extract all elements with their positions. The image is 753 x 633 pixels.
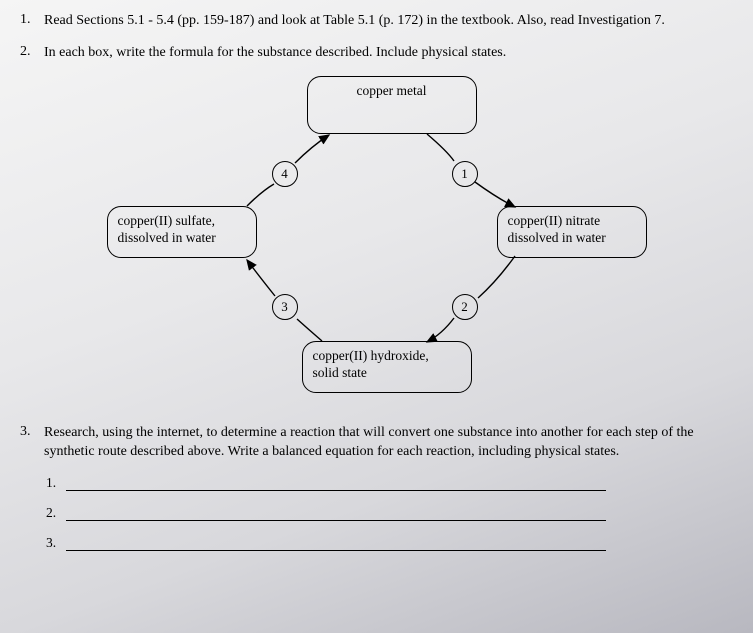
q3-number: 3. bbox=[20, 424, 44, 460]
box-top-text: copper metal bbox=[356, 83, 426, 98]
answer-line-3: 3. bbox=[46, 535, 733, 551]
box-left-line2: dissolved in water bbox=[118, 230, 246, 247]
step-circle-1: 1 bbox=[452, 161, 478, 187]
answer-3-num: 3. bbox=[46, 535, 66, 551]
q1-text: Read Sections 5.1 - 5.4 (pp. 159-187) an… bbox=[44, 12, 733, 30]
box-copper-sulfate: copper(II) sulfate, dissolved in water bbox=[107, 206, 257, 258]
box-copper-nitrate: copper(II) nitrate dissolved in water bbox=[497, 206, 647, 258]
circle-2-label: 2 bbox=[461, 299, 468, 315]
question-2: 2. In each box, write the formula for th… bbox=[20, 44, 733, 62]
q3-text: Research, using the internet, to determi… bbox=[44, 424, 733, 460]
circle-4-label: 4 bbox=[281, 166, 288, 182]
box-bottom-line1: copper(II) hydroxide, bbox=[313, 348, 461, 365]
circle-3-label: 3 bbox=[281, 299, 288, 315]
cycle-diagram: copper metal copper(II) nitrate dissolve… bbox=[97, 76, 657, 406]
question-1: 1. Read Sections 5.1 - 5.4 (pp. 159-187)… bbox=[20, 12, 733, 30]
question-3: 3. Research, using the internet, to dete… bbox=[20, 424, 733, 460]
answer-lines: 1. 2. 3. bbox=[46, 475, 733, 551]
circle-1-label: 1 bbox=[461, 166, 468, 182]
answer-1-num: 1. bbox=[46, 475, 66, 491]
q2-number: 2. bbox=[20, 44, 44, 62]
answer-2-blank[interactable] bbox=[66, 507, 606, 521]
q1-number: 1. bbox=[20, 12, 44, 30]
step-circle-2: 2 bbox=[452, 294, 478, 320]
step-circle-3: 3 bbox=[272, 294, 298, 320]
answer-3-blank[interactable] bbox=[66, 537, 606, 551]
answer-1-blank[interactable] bbox=[66, 477, 606, 491]
answer-line-2: 2. bbox=[46, 505, 733, 521]
answer-2-num: 2. bbox=[46, 505, 66, 521]
box-right-line1: copper(II) nitrate bbox=[508, 213, 636, 230]
box-bottom-line2: solid state bbox=[313, 365, 461, 382]
step-circle-4: 4 bbox=[272, 161, 298, 187]
box-right-line2: dissolved in water bbox=[508, 230, 636, 247]
box-copper-hydroxide: copper(II) hydroxide, solid state bbox=[302, 341, 472, 393]
box-left-line1: copper(II) sulfate, bbox=[118, 213, 246, 230]
box-copper-metal: copper metal bbox=[307, 76, 477, 134]
q2-text: In each box, write the formula for the s… bbox=[44, 44, 733, 62]
answer-line-1: 1. bbox=[46, 475, 733, 491]
